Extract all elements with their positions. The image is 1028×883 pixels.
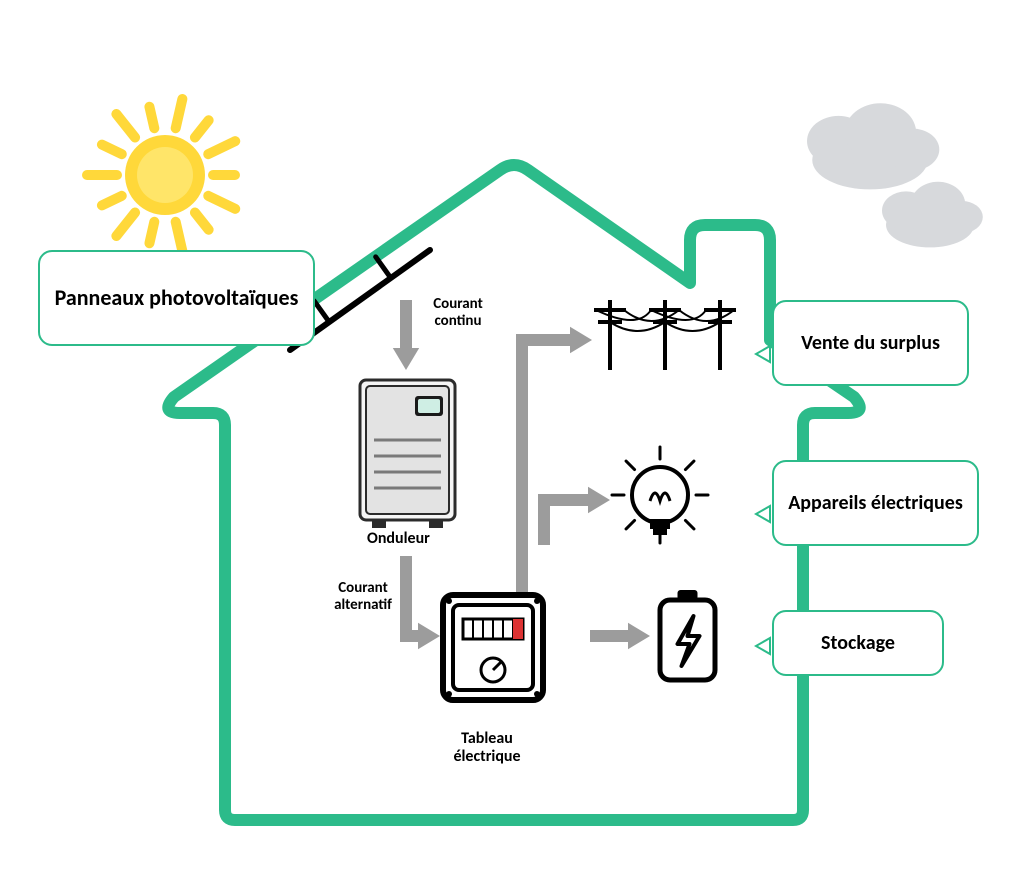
callout-tail xyxy=(756,638,770,654)
callout-appliances-text: Appareils électriques xyxy=(788,491,963,515)
flow-arrow xyxy=(590,623,650,649)
flow-arrow xyxy=(406,556,440,649)
callout-tail xyxy=(756,346,770,362)
callout-panels-text: Panneaux photovoltaïques xyxy=(55,285,299,311)
diagram-stage: { "canvas":{"w":1028,"h":883,"background… xyxy=(0,0,1028,883)
callout-storage-text: Stockage xyxy=(821,631,895,655)
label-dc: Courant continu xyxy=(418,296,498,331)
battery-icon xyxy=(660,590,715,680)
label-inverter: Onduleur xyxy=(367,530,430,548)
cloud-icon xyxy=(807,103,939,189)
meter-icon xyxy=(443,595,543,700)
callout-surplus: Vente du surplus xyxy=(772,300,969,386)
sun-icon xyxy=(87,99,235,251)
flow-arrow xyxy=(522,327,592,636)
callout-tail xyxy=(756,506,770,522)
label-ac: Courant alternatif xyxy=(318,580,408,615)
cloud-icon xyxy=(882,182,983,248)
callout-appliances: Appareils électriques xyxy=(772,460,979,546)
callout-storage: Stockage xyxy=(772,610,944,676)
flow-arrow xyxy=(393,300,419,370)
label-panel: Tableau électrique xyxy=(432,730,542,767)
callout-surplus-text: Vente du surplus xyxy=(801,331,940,355)
bulb-icon xyxy=(612,447,708,543)
powerlines-icon xyxy=(594,300,736,370)
flow-arrow xyxy=(544,487,610,545)
inverter-icon xyxy=(360,380,455,528)
callout-panels: Panneaux photovoltaïques xyxy=(38,250,315,346)
